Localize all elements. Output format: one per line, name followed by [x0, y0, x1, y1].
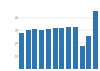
Bar — [53, 28, 58, 69]
Bar — [26, 30, 31, 69]
Bar — [32, 29, 37, 69]
Bar — [39, 30, 44, 69]
Bar — [19, 33, 24, 69]
Bar — [59, 28, 64, 69]
Bar — [93, 11, 98, 69]
Bar — [80, 46, 85, 69]
Bar — [86, 36, 91, 69]
Bar — [73, 26, 78, 69]
Bar — [66, 26, 71, 69]
Bar — [46, 29, 51, 69]
